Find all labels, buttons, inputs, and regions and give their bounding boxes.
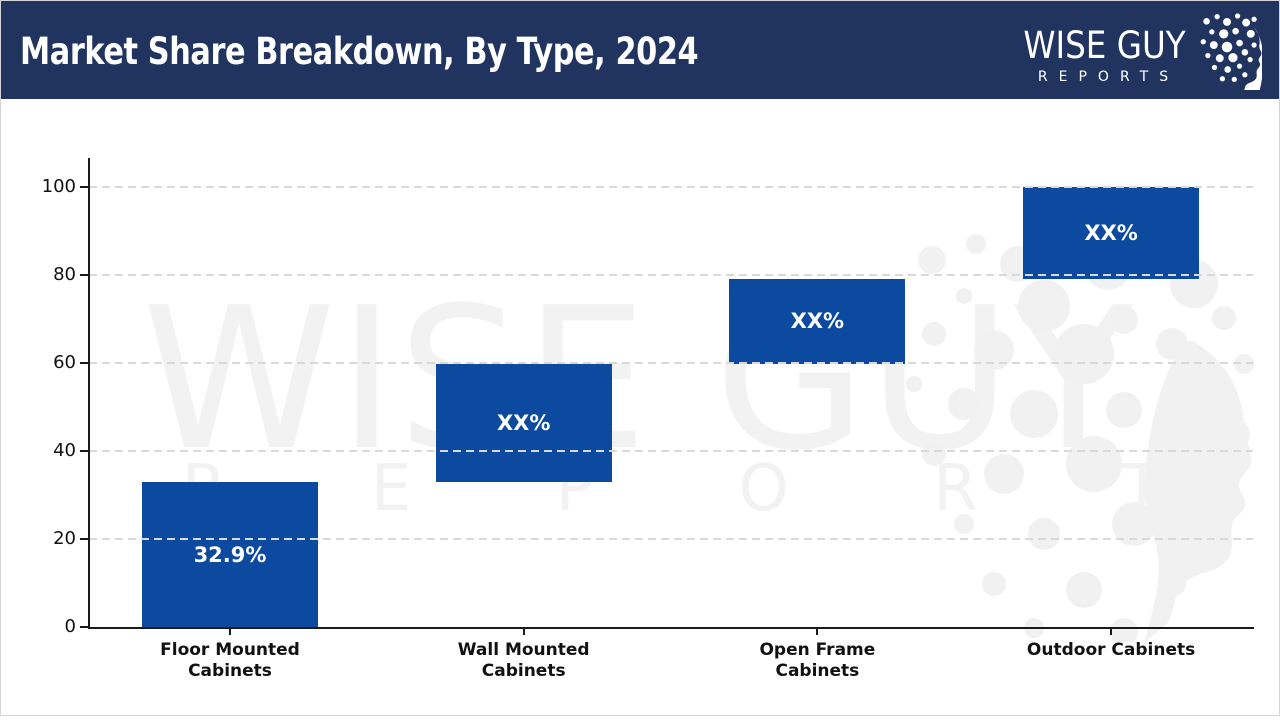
y-tick-label-60: 60 <box>53 352 76 373</box>
category-label-open-frame: Open Frame Cabinets <box>759 640 876 682</box>
y-tick-20 <box>80 538 88 540</box>
bar-open-frame-cabinets: XX% <box>729 278 906 364</box>
y-tick-0 <box>80 626 88 628</box>
bar-outdoor-cabinets: XX% <box>1023 187 1200 279</box>
wiseguy-logo-text: WISE GUY REPORTS <box>1012 24 1197 85</box>
bar-floor-mounted-cabinets: 32.9% <box>142 482 318 627</box>
y-tick-40 <box>80 450 88 452</box>
logo-reports-label: REPORTS <box>1037 69 1180 85</box>
y-tick-80 <box>80 274 88 276</box>
y-tick-label-80: 80 <box>53 264 76 285</box>
y-tick-label-20: 20 <box>53 528 76 549</box>
wiseguy-head-icon <box>1200 13 1262 90</box>
y-tick-label-0: 0 <box>64 616 76 637</box>
x-tick-wall-mounted <box>522 629 525 635</box>
y-tick-label-100: 100 <box>41 176 76 197</box>
gridline-40 <box>89 450 1253 452</box>
bar-wall-mounted-cabinets: XX% <box>435 363 612 483</box>
gridline-80 <box>89 274 1253 276</box>
gridline-60 <box>89 362 1253 364</box>
x-tick-open-frame <box>816 629 819 635</box>
category-label-outdoor-cabinets: Outdoor Cabinets <box>1026 640 1196 660</box>
page-title: Market Share Breakdown, By Type, 2024 <box>20 30 699 73</box>
y-axis-line <box>88 158 90 629</box>
watermark-wiseguy-text: WISE GUY <box>142 266 1136 494</box>
header-bar: Market Share Breakdown, By Type, 2024 WI… <box>0 0 1280 99</box>
y-tick-100 <box>80 186 88 188</box>
bar-value-label-floor-mounted-cabinets: 32.9% <box>193 542 267 567</box>
gridline-20 <box>89 538 1253 540</box>
x-tick-floor-mounted <box>229 629 231 635</box>
logo-wiseguy-label: WISE GUY <box>1023 24 1186 67</box>
bar-value-label-open-frame-cabinets: XX% <box>790 309 845 334</box>
bar-value-label-outdoor-cabinets: XX% <box>1084 220 1138 245</box>
category-label-wall-mounted: Wall Mounted Cabinets <box>457 640 590 682</box>
x-tick-outdoor-cabinets <box>1110 629 1113 635</box>
y-tick-label-40: 40 <box>53 440 76 461</box>
wiseguy-head-watermark <box>906 228 1254 642</box>
y-tick-60 <box>80 362 88 364</box>
category-label-floor-mounted: Floor Mounted Cabinets <box>160 640 300 682</box>
gridline-100 <box>89 186 1253 188</box>
wiseguy-logo: WISE GUY REPORTS <box>1012 8 1262 92</box>
bar-value-label-wall-mounted-cabinets: XX% <box>496 411 551 436</box>
x-axis-line <box>88 627 1254 629</box>
